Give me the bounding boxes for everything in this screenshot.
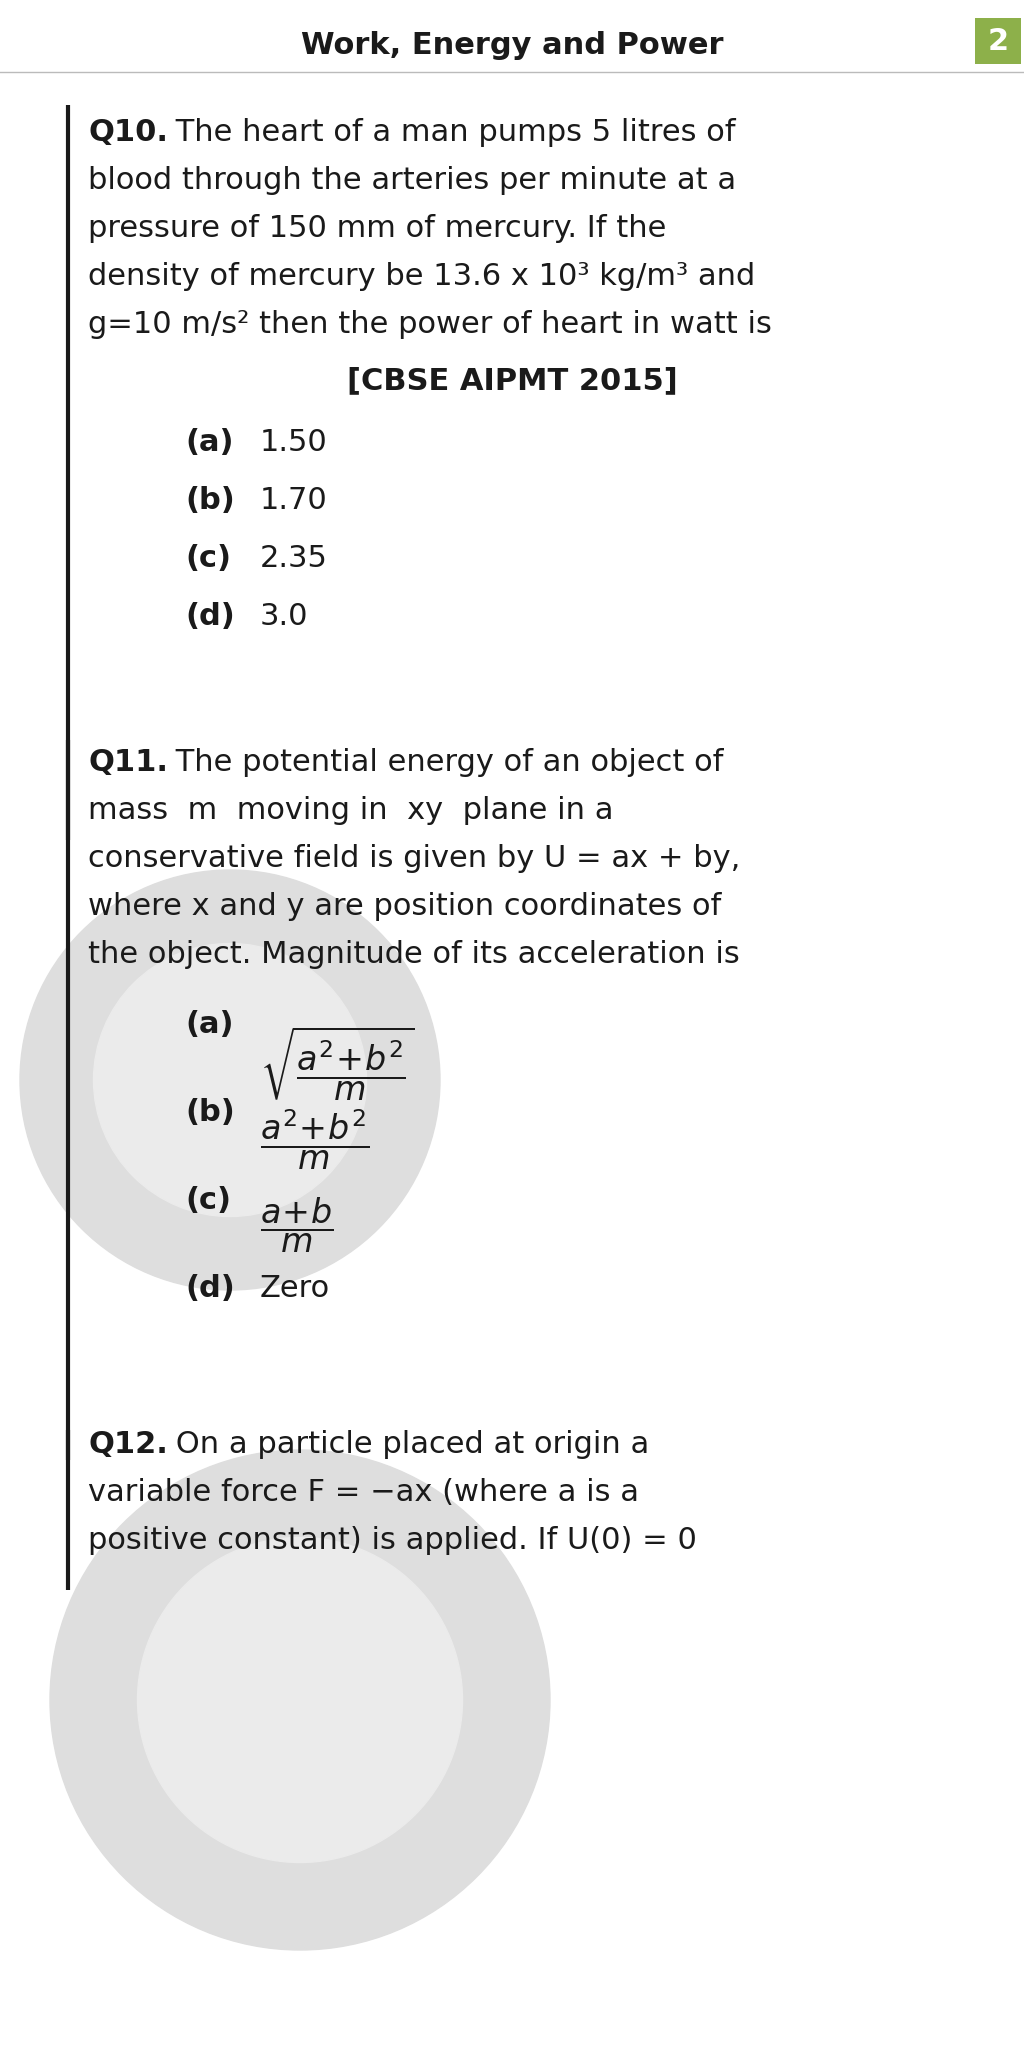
Text: 3.0: 3.0 xyxy=(260,601,308,630)
Text: 1.50: 1.50 xyxy=(260,428,328,457)
Text: (c): (c) xyxy=(185,544,231,572)
Text: $\sqrt{\dfrac{a^2\!+\!b^2}{m}}$: $\sqrt{\dfrac{a^2\!+\!b^2}{m}}$ xyxy=(260,1023,415,1104)
Text: density of mercury be 13.6 x 10³ kg/m³ and: density of mercury be 13.6 x 10³ kg/m³ a… xyxy=(88,261,756,290)
Text: (b): (b) xyxy=(185,486,234,515)
Text: 1.70: 1.70 xyxy=(260,486,328,515)
Text: 2.35: 2.35 xyxy=(260,544,328,572)
Circle shape xyxy=(137,1538,463,1863)
Text: $\dfrac{a^2\!+\!b^2}{m}$: $\dfrac{a^2\!+\!b^2}{m}$ xyxy=(260,1108,370,1172)
Circle shape xyxy=(93,943,367,1217)
Text: Q10.: Q10. xyxy=(88,117,168,146)
Text: (c): (c) xyxy=(185,1186,231,1215)
Text: positive constant) is applied. If U(0) = 0: positive constant) is applied. If U(0) =… xyxy=(88,1526,697,1555)
Text: blood through the arteries per minute at a: blood through the arteries per minute at… xyxy=(88,167,736,196)
Text: [CBSE AIPMT 2015]: [CBSE AIPMT 2015] xyxy=(347,367,677,395)
Text: variable force F = −ax (where a is a: variable force F = −ax (where a is a xyxy=(88,1478,639,1507)
Text: pressure of 150 mm of mercury. If the: pressure of 150 mm of mercury. If the xyxy=(88,214,667,243)
Text: $\dfrac{a\!+\!b}{m}$: $\dfrac{a\!+\!b}{m}$ xyxy=(260,1196,334,1256)
Text: Q11.: Q11. xyxy=(88,747,168,776)
Text: (a): (a) xyxy=(185,428,233,457)
Circle shape xyxy=(20,871,440,1291)
Text: Zero: Zero xyxy=(260,1275,330,1303)
Text: The potential energy of an object of: The potential energy of an object of xyxy=(166,747,723,776)
Text: the object. Magnitude of its acceleration is: the object. Magnitude of its acceleratio… xyxy=(88,941,739,970)
Text: Q12.: Q12. xyxy=(88,1431,168,1460)
Text: Work, Energy and Power: Work, Energy and Power xyxy=(301,31,723,60)
Circle shape xyxy=(50,1450,550,1950)
Text: On a particle placed at origin a: On a particle placed at origin a xyxy=(166,1431,649,1460)
Text: (b): (b) xyxy=(185,1097,234,1126)
FancyBboxPatch shape xyxy=(975,19,1021,64)
Text: conservative field is given by U = ax + by,: conservative field is given by U = ax + … xyxy=(88,844,740,873)
Text: The heart of a man pumps 5 litres of: The heart of a man pumps 5 litres of xyxy=(166,117,735,146)
Text: (d): (d) xyxy=(185,1275,234,1303)
Text: mass  m  moving in  xy  plane in a: mass m moving in xy plane in a xyxy=(88,797,613,826)
Text: g=10 m/s² then the power of heart in watt is: g=10 m/s² then the power of heart in wat… xyxy=(88,311,772,340)
Text: 2: 2 xyxy=(987,27,1009,56)
Text: where x and y are position coordinates of: where x and y are position coordinates o… xyxy=(88,892,721,920)
Text: (a): (a) xyxy=(185,1011,233,1040)
Text: (d): (d) xyxy=(185,601,234,630)
